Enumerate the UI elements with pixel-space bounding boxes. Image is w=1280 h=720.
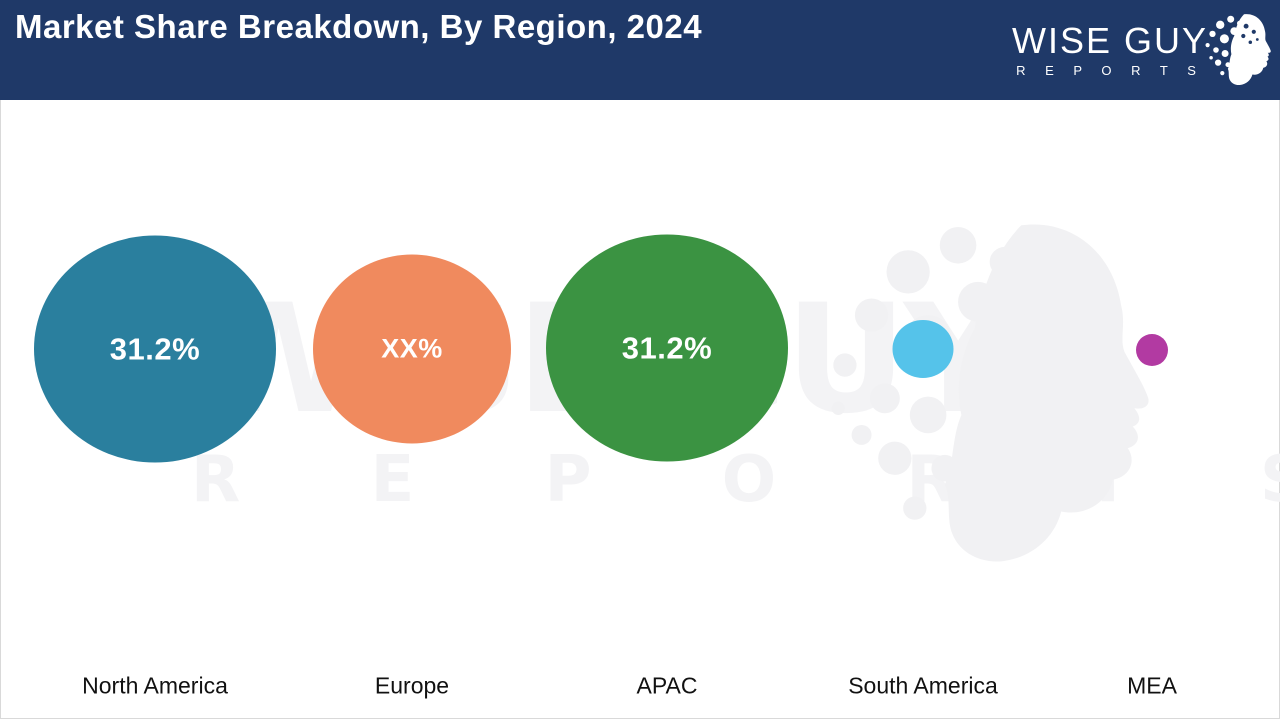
wise-guy-logo: WISE GUY R E P O R T S [1012,4,1272,96]
logo-subtext: R E P O R T S [1016,62,1204,78]
bubble-south-america [892,320,954,378]
logo-head-icon [1205,14,1271,86]
bubble-north-america: 31.2% [34,235,276,463]
category-label-apac: APAC [636,672,698,699]
category-label-europe: Europe [374,672,450,699]
logo-wordmark: WISE GUY [1011,20,1208,61]
logo-text: WISE GUY R E P O R T S [1012,22,1208,78]
chart-area: WISE GUY R E P O R T S 31.2%North Americ… [0,100,1280,719]
bubble-layer: 31.2% North America XX% Europe 31.2% APAC Sout… [1,100,1279,718]
category-label-mea: MEA [1127,672,1177,699]
page-title: Market Share Breakdown, By Region, 2024 [15,8,703,45]
category-label-south-america: South America [848,672,998,699]
bubble-europe: XX% [313,254,511,444]
header-bar: Market Share Breakdown, By Region, 2024 … [0,0,1280,100]
bubble-apac: 31.2% [546,234,788,462]
bubble-mea [1136,334,1168,366]
category-label-north-america: North America [82,672,228,699]
